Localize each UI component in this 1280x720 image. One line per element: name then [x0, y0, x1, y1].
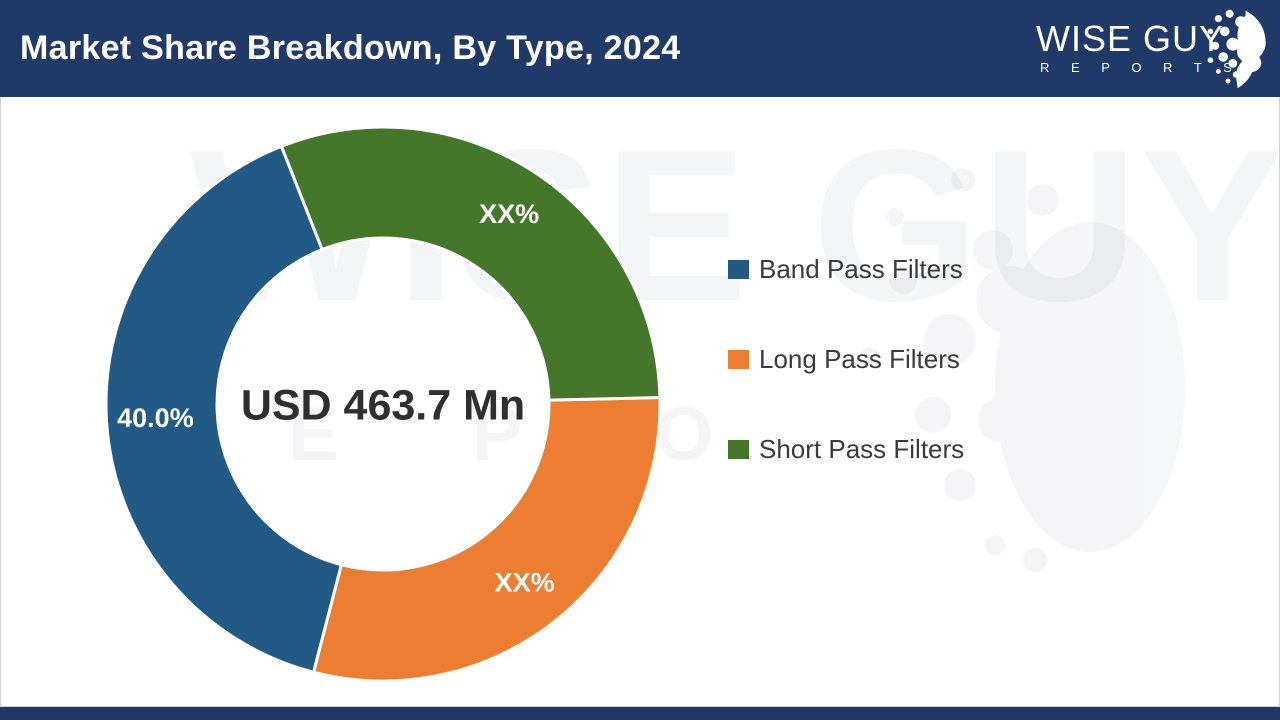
segment-band-pass-filters: [104, 144, 343, 674]
legend-item-short-pass-filters: Short Pass Filters: [728, 432, 964, 466]
header-bar: Market Share Breakdown, By Type, 2024 WI…: [0, 0, 1280, 97]
segment-label: XX%: [479, 199, 539, 229]
segment-label: XX%: [495, 568, 555, 598]
legend-label: Long Pass Filters: [759, 343, 960, 374]
watermark-dots: [860, 168, 1185, 572]
legend-swatch: [728, 349, 749, 369]
legend-label: Short Pass Filters: [759, 433, 965, 464]
segment-long-pass-filters: [312, 396, 662, 683]
logo-subtitle: R E P O R T S: [1040, 60, 1241, 75]
legend-item-long-pass-filters: Long Pass Filters: [728, 342, 964, 376]
segment-label: 40.0%: [117, 403, 194, 433]
footer-bar: [0, 707, 1280, 720]
legend-label: Band Pass Filters: [759, 253, 963, 284]
legend-item-band-pass-filters: Band Pass Filters: [728, 252, 964, 286]
page-title: Market Share Breakdown, By Type, 2024: [20, 29, 681, 67]
wise-guy-logo: WISE GUY R E P O R T S: [1000, 6, 1268, 92]
segment-short-pass-filters: [279, 125, 662, 402]
legend: Band Pass Filters Long Pass Filters Short …: [728, 252, 964, 466]
legend-swatch: [728, 439, 749, 459]
logo-wordmark: WISE GUY: [1036, 18, 1225, 59]
legend-swatch: [728, 259, 749, 279]
logo-face-icon: [1207, 9, 1266, 89]
chart-center-value: USD 463.7 Mn: [240, 381, 526, 430]
